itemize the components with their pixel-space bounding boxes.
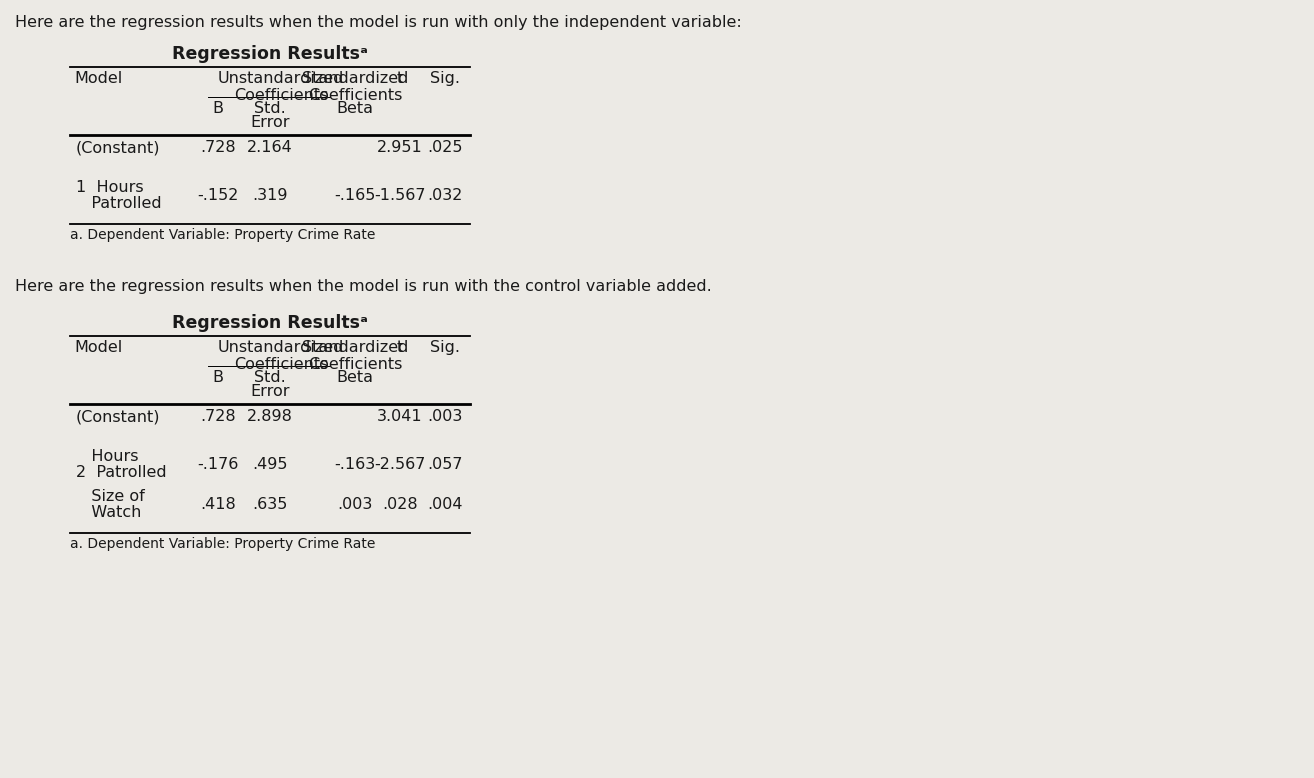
Text: Beta: Beta xyxy=(336,101,373,116)
Text: (Constant): (Constant) xyxy=(76,409,160,424)
Text: (Constant): (Constant) xyxy=(76,140,160,155)
Text: .003: .003 xyxy=(427,409,463,424)
Text: Unstandardized: Unstandardized xyxy=(218,71,344,86)
Text: Error: Error xyxy=(250,115,290,130)
Text: Std.: Std. xyxy=(254,370,286,385)
Text: -2.567: -2.567 xyxy=(374,457,426,472)
Text: .635: .635 xyxy=(252,497,288,512)
Text: -.165: -.165 xyxy=(334,188,376,203)
Text: Coefficients: Coefficients xyxy=(307,88,402,103)
Text: Regression Resultsᵃ: Regression Resultsᵃ xyxy=(172,45,368,63)
Text: .418: .418 xyxy=(200,497,237,512)
Text: .319: .319 xyxy=(252,188,288,203)
Text: Regression Resultsᵃ: Regression Resultsᵃ xyxy=(172,314,368,332)
Text: Std.: Std. xyxy=(254,101,286,116)
Text: .728: .728 xyxy=(200,140,235,155)
Text: .057: .057 xyxy=(427,457,463,472)
Text: B: B xyxy=(213,101,223,116)
Text: B: B xyxy=(213,370,223,385)
Text: Coefficients: Coefficients xyxy=(234,88,328,103)
Text: .025: .025 xyxy=(427,140,463,155)
Text: .032: .032 xyxy=(427,188,463,203)
Text: Beta: Beta xyxy=(336,370,373,385)
Text: Coefficients: Coefficients xyxy=(234,357,328,372)
Text: .003: .003 xyxy=(338,497,373,512)
Text: 1  Hours: 1 Hours xyxy=(76,180,143,195)
Text: 3.041: 3.041 xyxy=(377,409,423,424)
Text: a. Dependent Variable: Property Crime Rate: a. Dependent Variable: Property Crime Ra… xyxy=(70,228,376,242)
Text: Here are the regression results when the model is run with the control variable : Here are the regression results when the… xyxy=(14,279,712,294)
Text: t: t xyxy=(397,340,403,355)
Text: 2.164: 2.164 xyxy=(247,140,293,155)
Text: Model: Model xyxy=(74,340,122,355)
Text: 2  Patrolled: 2 Patrolled xyxy=(76,465,167,480)
Text: Coefficients: Coefficients xyxy=(307,357,402,372)
Text: Error: Error xyxy=(250,384,290,399)
Text: -.163: -.163 xyxy=(334,457,376,472)
Text: Unstandardized: Unstandardized xyxy=(218,340,344,355)
Text: -1.567: -1.567 xyxy=(374,188,426,203)
Text: Watch: Watch xyxy=(76,505,142,520)
Text: t: t xyxy=(397,71,403,86)
Text: -.176: -.176 xyxy=(197,457,239,472)
Text: .028: .028 xyxy=(382,497,418,512)
Text: 2.898: 2.898 xyxy=(247,409,293,424)
Text: a. Dependent Variable: Property Crime Rate: a. Dependent Variable: Property Crime Ra… xyxy=(70,537,376,551)
Text: Model: Model xyxy=(74,71,122,86)
Text: Size of: Size of xyxy=(76,489,145,504)
Text: Sig.: Sig. xyxy=(430,340,460,355)
Text: .495: .495 xyxy=(252,457,288,472)
Text: .004: .004 xyxy=(427,497,463,512)
Text: -.152: -.152 xyxy=(197,188,239,203)
Text: Here are the regression results when the model is run with only the independent : Here are the regression results when the… xyxy=(14,15,741,30)
Text: Hours: Hours xyxy=(76,449,138,464)
Text: 2.951: 2.951 xyxy=(377,140,423,155)
Text: Patrolled: Patrolled xyxy=(76,196,162,211)
Text: Standardized: Standardized xyxy=(302,71,409,86)
Text: Standardized: Standardized xyxy=(302,340,409,355)
Text: Sig.: Sig. xyxy=(430,71,460,86)
Text: .728: .728 xyxy=(200,409,235,424)
